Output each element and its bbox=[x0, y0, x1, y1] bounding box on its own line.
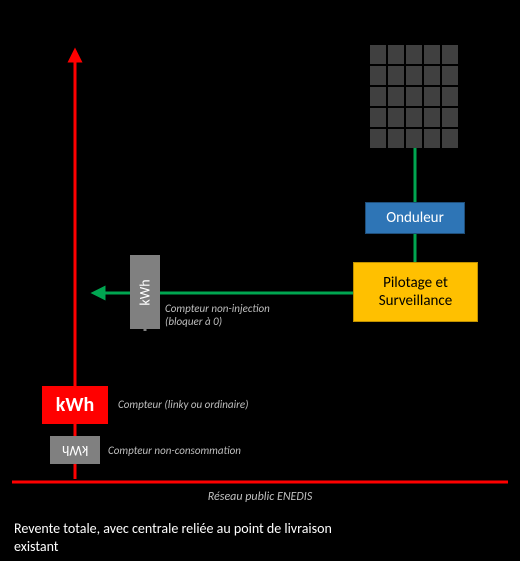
caption-baseline-text: Réseau public ENEDIS bbox=[208, 490, 313, 504]
pilotage-line1: Pilotage et bbox=[383, 274, 448, 292]
pilotage-line2: Surveillance bbox=[379, 292, 452, 310]
title: Revente totale, avec centrale reliée au … bbox=[14, 520, 332, 555]
title-line1: Revente totale, avec centrale reliée au … bbox=[14, 520, 332, 538]
kwh-red-label: kWh bbox=[56, 393, 94, 417]
caption-red-text: Compteur (linky ou ordinaire) bbox=[118, 398, 248, 411]
kwh-mid-label: kWh bbox=[137, 279, 154, 305]
pilotage-box: Pilotage et Surveillance bbox=[353, 262, 478, 322]
caption-baseline: Réseau public ENEDIS bbox=[0, 490, 520, 504]
title-line2: existant bbox=[14, 538, 332, 556]
kwh-red-box: kWh bbox=[42, 386, 108, 424]
caption-red: Compteur (linky ou ordinaire) bbox=[118, 398, 248, 411]
caption-mid-line1: Compteur non-injection bbox=[165, 302, 270, 315]
caption-bottom-text: Compteur non-consommation bbox=[108, 444, 241, 457]
caption-mid-line2: (bloquer à 0) bbox=[165, 315, 270, 328]
kwh-bottom-label: kWh bbox=[62, 442, 88, 459]
kwh-mid-box: kWh bbox=[130, 255, 160, 329]
kwh-bottom-box: kWh bbox=[50, 436, 100, 464]
solar-panel bbox=[370, 45, 462, 148]
onduleur-label: Onduleur bbox=[386, 209, 444, 227]
caption-bottom: Compteur non-consommation bbox=[108, 444, 241, 457]
caption-mid: Compteur non-injection (bloquer à 0) bbox=[165, 302, 270, 328]
onduleur-box: Onduleur bbox=[365, 202, 465, 234]
